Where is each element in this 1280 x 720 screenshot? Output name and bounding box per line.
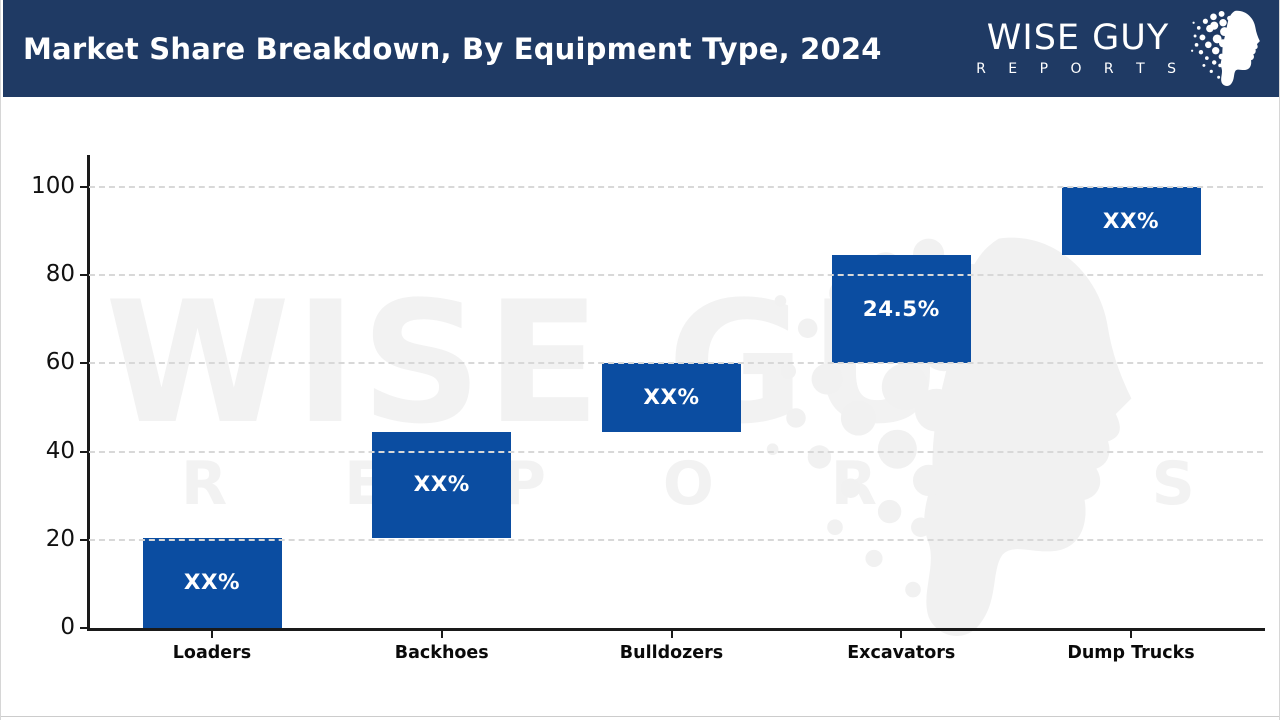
category-label: Excavators [847, 643, 956, 663]
logo-text: WISE GUY R E P O R T S [971, 17, 1185, 77]
y-tick-mark [80, 186, 88, 188]
bar-value-label: XX% [183, 570, 241, 596]
y-tick-mark [80, 450, 88, 453]
x-tick-mark [1130, 631, 1132, 638]
y-tick-mark [80, 274, 88, 277]
chart-title: Market Share Breakdown, By Equipment Typ… [23, 31, 882, 66]
y-tick-label: 40 [45, 437, 75, 464]
category-label: Bulldozers [619, 643, 724, 663]
gridline-20 [89, 538, 1263, 541]
x-tick-mark [670, 631, 673, 638]
category-label: Dump Trucks [1067, 643, 1195, 663]
wise-guy-reports-logo: WISE GUY R E P O R T S [971, 8, 1263, 89]
x-axis-spine [87, 628, 1265, 631]
x-tick-mark [900, 631, 903, 638]
bar-value-label: 24.5% [862, 296, 940, 322]
plot-area: WISE GUY R E P O R T S 0 20 40 60 80 100 XX% Lo… [1, 97, 1279, 720]
y-tick-label: 80 [45, 261, 75, 288]
y-axis-spine [87, 155, 90, 631]
gridline-60 [89, 362, 1263, 365]
gridline-40 [89, 450, 1263, 453]
dotted-head-logo-icon [1191, 10, 1260, 86]
bar-value-label: XX% [1102, 208, 1160, 234]
category-label: Loaders [172, 643, 252, 663]
x-tick-mark [440, 631, 443, 638]
bar-value-label: XX% [643, 385, 700, 411]
bar-bulldozers: XX% [602, 363, 741, 432]
y-tick-label: 20 [45, 525, 75, 552]
figure-bottom-border [1, 716, 1279, 717]
logo-wordmark: WISE GUY [986, 17, 1170, 58]
gridline-100 [89, 186, 1263, 188]
y-tick-label: 60 [45, 349, 75, 376]
category-label: Backhoes [394, 643, 489, 663]
header-bar: Market Share Breakdown, By Equipment Typ… [3, 0, 1279, 97]
bar-excavators: 24.5% [831, 255, 971, 364]
gridline-80 [89, 274, 1263, 277]
y-tick-mark [80, 362, 88, 365]
y-tick-label: 100 [31, 173, 75, 199]
bar-loaders: XX% [142, 537, 282, 628]
y-tick-mark [80, 627, 88, 629]
bar-dump-trucks: XX% [1061, 187, 1201, 256]
logo-subtext: R E P O R T S [976, 60, 1185, 77]
y-tick-label: 0 [60, 614, 75, 640]
x-tick-mark [211, 631, 213, 638]
bar-backhoes: XX% [372, 431, 512, 538]
bar-value-label: XX% [413, 472, 470, 498]
y-tick-mark [80, 538, 88, 541]
